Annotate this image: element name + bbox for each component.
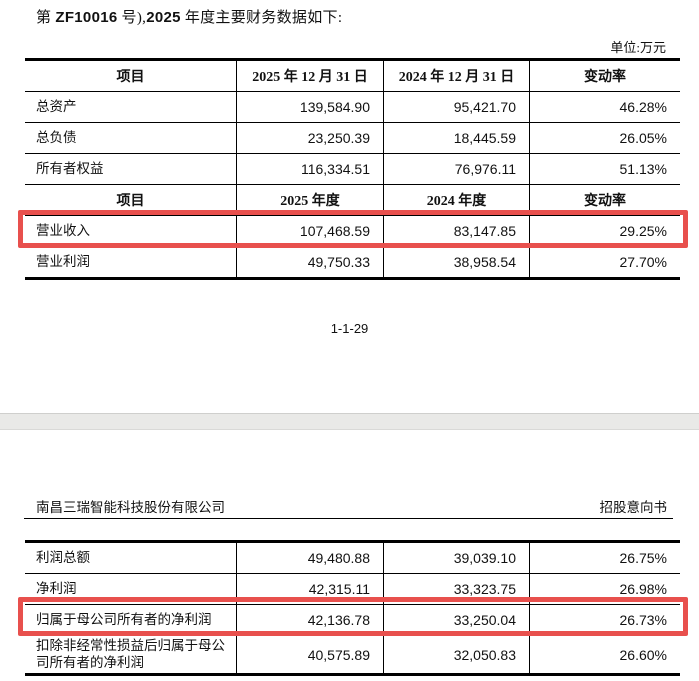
header-cell-item: 项目 xyxy=(116,194,145,209)
cell-2025: 49,750.33 xyxy=(236,247,383,277)
running-header: 南昌三瑞智能科技股份有限公司 招股意向书 xyxy=(36,496,667,516)
title-suffix: 年度主要财务数据如下: xyxy=(180,10,343,26)
page-separator xyxy=(0,413,699,430)
table-row-operating-profit: 营业利润 49,750.33 38,958.54 27.70% xyxy=(25,247,680,277)
table-row-total-profit: 利润总额 49,480.88 39,039.10 26.75% xyxy=(25,543,680,574)
cell-change: 26.98% xyxy=(529,574,680,604)
cell-2024: 18,445.59 xyxy=(383,123,529,153)
cell-2024: 33,250.04 xyxy=(383,605,529,635)
table-row-net-profit-parent: 归属于母公司所有者的净利润 42,136.78 33,250.04 26.73% xyxy=(25,605,680,636)
cell-2025: 49,480.88 xyxy=(236,543,383,573)
cell-change: 26.73% xyxy=(529,605,680,635)
financial-table-page2: 利润总额 49,480.88 39,039.10 26.75% 净利润 42,3… xyxy=(25,540,680,676)
cell-2024: 33,323.75 xyxy=(383,574,529,604)
cell-item: 归属于母公司所有者的净利润 xyxy=(36,611,212,627)
cell-change: 26.75% xyxy=(529,543,680,573)
cell-2024: 38,958.54 xyxy=(383,247,529,277)
title-year: 2025 xyxy=(146,9,181,26)
header-cell-2025: 2025 年度 xyxy=(236,185,383,215)
company-name: 南昌三瑞智能科技股份有限公司 xyxy=(36,500,225,515)
header-cell-change: 变动率 xyxy=(529,185,680,215)
cell-change: 46.28% xyxy=(529,92,680,122)
cell-change: 27.70% xyxy=(529,247,680,277)
cell-item: 净利润 xyxy=(36,580,77,596)
table-row-net-profit-deducted: 扣除非经常性损益后归属于母公司所有者的净利润 40,575.89 32,050.… xyxy=(25,636,680,673)
header-cell-2025: 2025 年 12 月 31 日 xyxy=(236,61,383,91)
cell-item: 所有者权益 xyxy=(36,160,104,176)
pdf-page-2: 南昌三瑞智能科技股份有限公司 招股意向书 利润总额 49,480.88 39,0… xyxy=(0,430,699,681)
cell-2025: 42,315.11 xyxy=(236,574,383,604)
cell-2025: 116,334.51 xyxy=(236,154,383,184)
cell-2025: 42,136.78 xyxy=(236,605,383,635)
table-row-total-assets: 总资产 139,584.90 95,421.70 46.28% xyxy=(25,92,680,123)
header-rule xyxy=(24,518,673,519)
cell-2025: 40,575.89 xyxy=(236,636,383,673)
cell-2024: 32,050.83 xyxy=(383,636,529,673)
cell-item: 利润总额 xyxy=(36,549,90,565)
cell-2025: 139,584.90 xyxy=(236,92,383,122)
header-cell-2024: 2024 年度 xyxy=(383,185,529,215)
unit-label: 单位:万元 xyxy=(610,40,666,55)
cell-item: 总资产 xyxy=(36,98,77,114)
cell-2025: 23,250.39 xyxy=(236,123,383,153)
cell-change: 26.60% xyxy=(529,636,680,673)
cell-change: 51.13% xyxy=(529,154,680,184)
header-cell-change: 变动率 xyxy=(529,61,680,91)
cell-item: 营业利润 xyxy=(36,253,90,269)
title-doc-number: ZF10016 xyxy=(55,9,118,26)
document-title: 第 ZF10016 号),2025 年度主要财务数据如下: xyxy=(36,6,342,27)
cell-2024: 76,976.11 xyxy=(383,154,529,184)
cell-change: 26.05% xyxy=(529,123,680,153)
title-mid: 号), xyxy=(117,10,147,26)
income-table-header-row: 项目 2025 年度 2024 年度 变动率 xyxy=(25,185,680,216)
cell-item: 营业收入 xyxy=(36,222,90,238)
cell-change: 29.25% xyxy=(529,216,680,246)
header-cell-item: 项目 xyxy=(116,70,145,85)
pdf-page-1: 第 ZF10016 号),2025 年度主要财务数据如下: 单位:万元 项目 2… xyxy=(18,6,688,336)
table-row-operating-revenue: 营业收入 107,468.59 83,147.85 29.25% xyxy=(25,216,680,247)
title-prefix: 第 xyxy=(36,10,56,26)
table-row-net-profit: 净利润 42,315.11 33,323.75 26.98% xyxy=(25,574,680,605)
table-row-owners-equity: 所有者权益 116,334.51 76,976.11 51.13% xyxy=(25,154,680,185)
page-number: 1-1-29 xyxy=(330,321,369,336)
cell-2024: 95,421.70 xyxy=(383,92,529,122)
cell-item: 总负债 xyxy=(36,129,77,145)
cell-2024: 39,039.10 xyxy=(383,543,529,573)
cell-item: 扣除非经常性损益后归属于母公司所有者的净利润 xyxy=(36,638,225,670)
document-type-label: 招股意向书 xyxy=(599,500,668,515)
balance-table-header-row: 项目 2025 年 12 月 31 日 2024 年 12 月 31 日 变动率 xyxy=(25,61,680,92)
cell-2024: 83,147.85 xyxy=(383,216,529,246)
table-row-total-liabilities: 总负债 23,250.39 18,445.59 26.05% xyxy=(25,123,680,154)
financial-table-page1: 项目 2025 年 12 月 31 日 2024 年 12 月 31 日 变动率… xyxy=(25,58,680,280)
header-cell-2024: 2024 年 12 月 31 日 xyxy=(383,61,529,91)
cell-2025: 107,468.59 xyxy=(236,216,383,246)
